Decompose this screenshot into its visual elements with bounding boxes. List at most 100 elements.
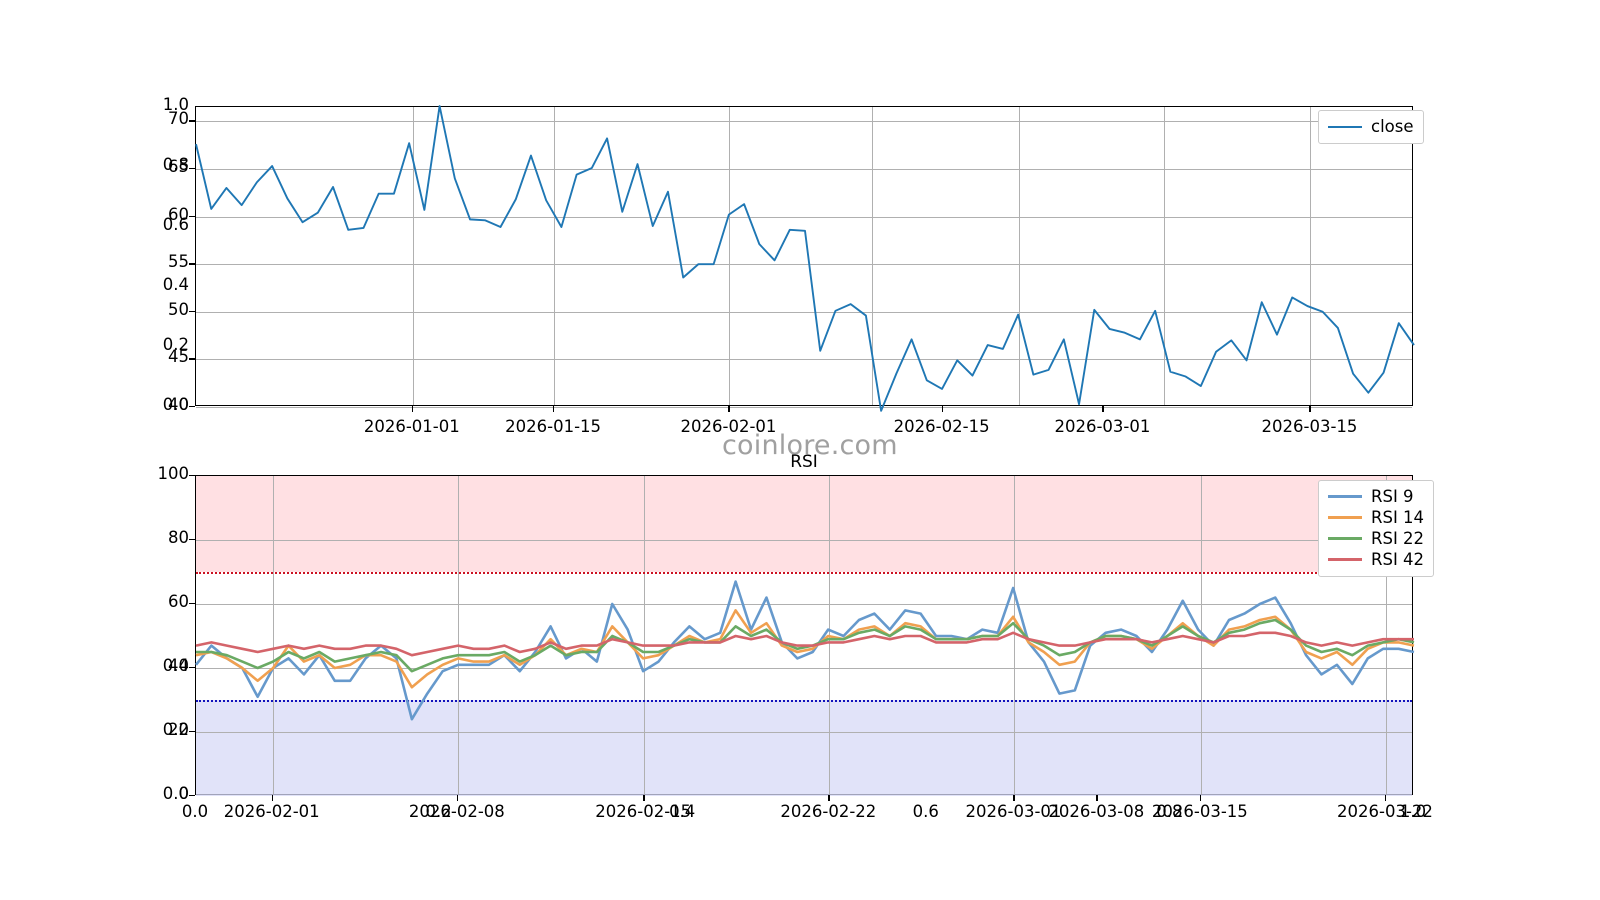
x-tick-mark [1096, 795, 1098, 801]
legend-line-icon [1328, 495, 1362, 498]
y-tick-label-price: 65 [168, 156, 189, 176]
gridline-vertical [457, 476, 459, 794]
y-tick-label-overlay: 0.4 [162, 656, 189, 675]
y-tick-mark [189, 475, 195, 477]
y-tick-mark [189, 603, 195, 605]
gridline-horizontal [196, 540, 1412, 541]
y-tick-label-overlay: 0.0 [162, 784, 189, 803]
gridline-horizontal [196, 121, 1412, 123]
x-tick-label-rsi: 2026-02-15 [595, 802, 692, 821]
legend-item: close [1328, 116, 1414, 137]
y-tick-label-price: 60 [168, 204, 189, 224]
x-tick-label-rsi: 2026-03-22 [1337, 802, 1433, 821]
oversold-band [196, 700, 1412, 796]
x-tick-mark [828, 795, 830, 801]
legend-line-icon [1328, 125, 1362, 128]
x-tick-mark [1013, 795, 1015, 801]
gridline-vertical [1019, 107, 1021, 405]
y-tick-label-overlay: 0.2 [162, 335, 189, 354]
legend-item: RSI 9 [1328, 486, 1424, 507]
y-tick-mark [189, 215, 195, 217]
gridline-vertical [412, 107, 414, 405]
y-tick-mark [189, 795, 195, 797]
legend-item-label: RSI 9 [1371, 487, 1414, 506]
x-tick-label-price: 2026-03-01 [1054, 417, 1151, 436]
legend-line-icon [1328, 558, 1362, 561]
legend-item-label: RSI 14 [1371, 508, 1425, 527]
gridline-vertical [272, 476, 274, 794]
x-tick-mark [1384, 795, 1387, 801]
gridline-vertical [1385, 476, 1387, 794]
legend-line-icon [1328, 537, 1362, 540]
legend-line-icon [1328, 516, 1362, 519]
y-tick-label-price: 40 [168, 395, 189, 414]
gridline-horizontal [196, 604, 1412, 605]
y-tick-mark [189, 731, 195, 733]
x-tick-label-rsi: 2026-03-01 [965, 802, 1062, 821]
legend-item: RSI 14 [1328, 507, 1424, 528]
gridline-horizontal [196, 668, 1412, 669]
gridline-vertical [871, 107, 873, 405]
rsi-series-path [195, 631, 1414, 657]
x-tick-label-overlay: 0.0 [181, 802, 209, 821]
watermark: coinlore.com [722, 430, 898, 461]
x-tick-mark [643, 795, 645, 801]
oversold-line [196, 700, 1412, 702]
x-tick-label-overlay: 0.4 [669, 802, 696, 821]
price-legend: close [1318, 110, 1424, 144]
y-tick-mark [189, 406, 195, 408]
legend-item: RSI 22 [1328, 528, 1424, 549]
x-tick-label-price: 2026-02-15 [893, 417, 990, 436]
x-tick-mark [1309, 406, 1311, 412]
legend-item-label: RSI 22 [1371, 529, 1425, 548]
x-tick-label-overlay: 0.2 [425, 802, 452, 821]
gridline-horizontal [196, 407, 1412, 408]
overbought-band [196, 476, 1412, 572]
y-tick-label-rsi: 20 [168, 720, 189, 739]
x-tick-label-price: 2026-02-01 [680, 417, 777, 436]
y-tick-label-overlay: 0.2 [162, 720, 189, 739]
y-tick-label-rsi: 60 [168, 592, 189, 611]
y-tick-mark [189, 263, 195, 265]
y-tick-mark [189, 539, 195, 541]
y-tick-label-rsi: 100 [157, 464, 190, 483]
y-tick-label-price: 70 [168, 109, 189, 129]
x-tick-mark [553, 406, 555, 412]
gridline-vertical [729, 107, 731, 405]
x-tick-mark [456, 795, 459, 801]
rsi-series-lines [194, 580, 1415, 721]
gridline-vertical [1200, 476, 1202, 794]
rsi-legend: RSI 9 RSI 14 RSI 22 RSI 42 [1318, 480, 1435, 577]
y-tick-label-overlay: 0.4 [162, 275, 189, 294]
y-tick-label-rsi: 40 [168, 656, 189, 675]
x-tick-mark [941, 406, 944, 412]
gridline-vertical [1164, 107, 1166, 405]
x-tick-label-price: 2026-03-15 [1261, 417, 1358, 436]
x-tick-label-rsi: 2026-03-08 [1048, 802, 1145, 821]
y-tick-label-overlay: 1.0 [162, 95, 189, 114]
y-tick-mark [189, 310, 195, 313]
legend-item: RSI 42 [1328, 549, 1424, 570]
price-chart-panel [195, 105, 1415, 412]
y-tick-label-rsi: 80 [168, 528, 189, 547]
close-series-path [195, 105, 1415, 412]
gridline-horizontal [196, 216, 1412, 218]
y-tick-mark [189, 667, 195, 669]
gridline-horizontal [196, 264, 1412, 266]
gridline-vertical [829, 476, 831, 794]
legend-item-label: RSI 42 [1371, 550, 1425, 569]
x-tick-label-rsi: 2026-02-08 [408, 802, 505, 821]
y-tick-label-rsi: 0 [178, 784, 190, 803]
x-tick-label-rsi: 2026-02-22 [780, 802, 877, 821]
y-tick-label-overlay: 0.8 [162, 155, 189, 174]
y-tick-label-overlay: 0.6 [162, 215, 189, 234]
x-tick-label-rsi: 2026-02-01 [223, 802, 320, 821]
y-tick-label-price: 50 [168, 299, 189, 319]
x-tick-label-overlay: 0.6 [912, 802, 939, 821]
x-tick-mark [728, 406, 730, 412]
gridline-horizontal [196, 359, 1412, 361]
gridline-vertical [644, 476, 646, 794]
x-tick-label-price: 2026-01-01 [363, 417, 460, 436]
x-tick-label-price: 2026-01-15 [505, 417, 602, 436]
y-tick-mark [189, 167, 195, 170]
